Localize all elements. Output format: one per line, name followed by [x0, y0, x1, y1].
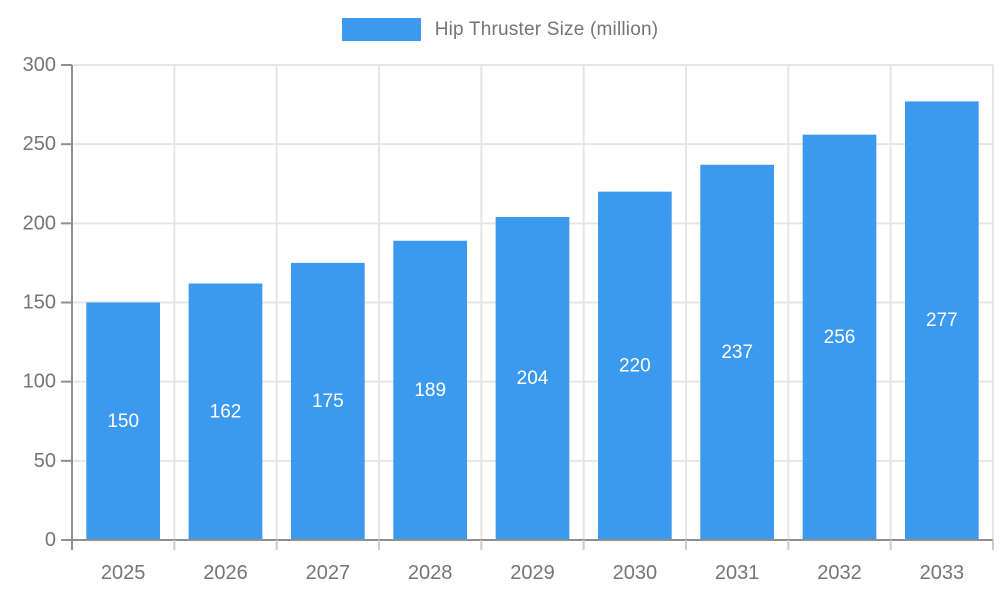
legend[interactable]: Hip Thruster Size (million) — [0, 18, 1000, 41]
y-axis-label: 100 — [23, 371, 56, 393]
bar-value-label: 237 — [721, 342, 753, 363]
legend-swatch-icon — [341, 18, 421, 41]
y-axis-label: 0 — [45, 529, 56, 551]
bar[interactable] — [495, 217, 570, 540]
bar-value-label: 220 — [619, 355, 651, 376]
bar[interactable] — [597, 191, 672, 540]
y-axis-label: 200 — [23, 212, 56, 234]
x-axis-label: 2033 — [920, 562, 965, 584]
bar-value-label: 162 — [210, 401, 242, 422]
bar[interactable] — [904, 101, 979, 541]
bar[interactable] — [393, 240, 468, 540]
bar[interactable] — [700, 164, 775, 540]
bar[interactable] — [86, 302, 161, 541]
x-axis-label: 2028 — [408, 562, 453, 584]
x-axis-label: 2029 — [510, 562, 555, 584]
y-axis-label: 50 — [34, 450, 56, 472]
x-axis-label: 2030 — [613, 562, 658, 584]
x-axis-label: 2032 — [817, 562, 862, 584]
x-axis-label: 2027 — [306, 562, 351, 584]
bar[interactable] — [188, 283, 263, 541]
bar-value-label: 204 — [517, 368, 549, 389]
bar-value-label: 175 — [312, 391, 344, 412]
legend-label: Hip Thruster Size (million) — [434, 18, 659, 40]
x-axis-label: 2025 — [101, 562, 146, 584]
y-axis-label: 250 — [23, 133, 56, 155]
bar-value-label: 150 — [107, 411, 139, 432]
bar-value-label: 189 — [414, 380, 446, 401]
x-axis-label: 2026 — [203, 562, 248, 584]
bar[interactable] — [290, 262, 365, 540]
y-axis-label: 300 — [23, 54, 56, 76]
bar-value-label: 256 — [824, 327, 856, 348]
x-axis-label: 2031 — [715, 562, 760, 584]
y-axis-label: 150 — [23, 292, 56, 314]
bar-value-label: 277 — [926, 310, 958, 331]
bar[interactable] — [802, 134, 877, 540]
